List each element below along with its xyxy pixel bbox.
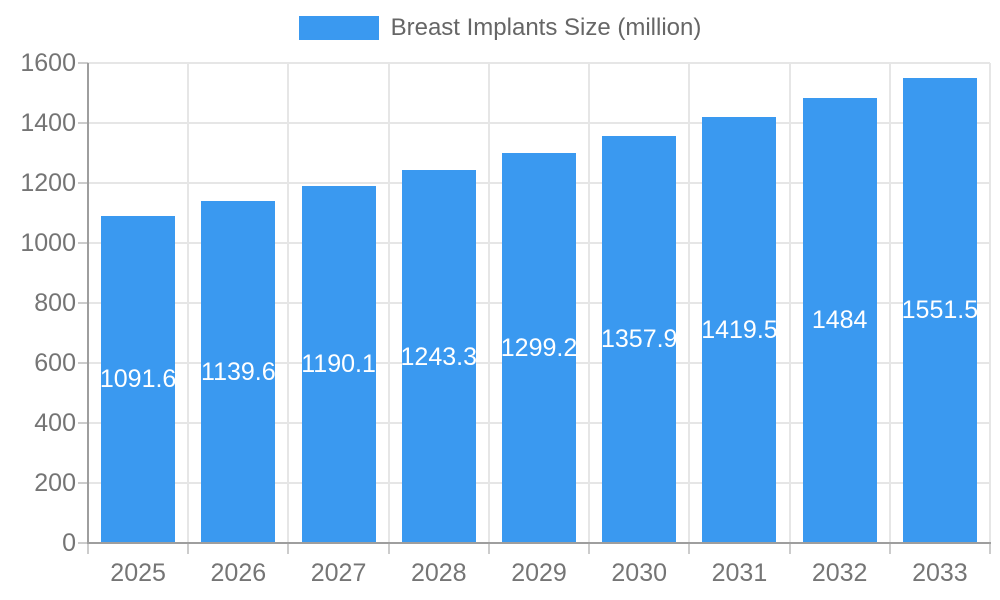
x-axis-tick-label: 2026: [210, 559, 267, 587]
y-axis-tick-label: 400: [34, 409, 76, 437]
bar-value-label: 1357.9: [600, 325, 678, 354]
y-axis-tick-label: 1600: [20, 49, 76, 77]
x-axis-tick: [87, 543, 89, 554]
y-axis-tick-label: 0: [62, 529, 76, 557]
x-axis-tick: [888, 543, 891, 554]
x-axis-tick-label: 2027: [310, 559, 367, 587]
x-axis-tick: [487, 543, 490, 554]
x-axis-tick-label: 2033: [912, 559, 968, 587]
x-axis-tick-label: 2031: [711, 559, 768, 587]
bar: [802, 97, 877, 543]
chart-legend: Breast Implants Size (million): [0, 14, 1000, 42]
x-axis-tick: [387, 543, 390, 554]
y-axis-tick: [78, 182, 88, 184]
y-axis-tick: [78, 62, 88, 64]
x-gridline: [487, 63, 490, 543]
bar: [902, 77, 977, 543]
y-axis-line: [87, 63, 89, 543]
x-gridline: [588, 63, 591, 543]
y-gridline: [88, 122, 990, 124]
y-axis-tick-label: 1000: [20, 229, 76, 257]
y-axis-tick: [78, 122, 88, 124]
y-axis-tick-label: 800: [34, 289, 76, 317]
x-axis-tick-label: 2025: [110, 559, 166, 587]
x-gridline: [688, 63, 691, 543]
bar-value-label: 1091.6: [99, 365, 177, 394]
x-axis-line: [87, 542, 991, 544]
bar: [201, 201, 276, 543]
y-axis-tick-label: 600: [34, 349, 76, 377]
x-gridline: [989, 63, 991, 543]
bar-value-label: 1299.2: [500, 334, 578, 363]
bar-value-label: 1190.1: [301, 350, 376, 379]
bar: [602, 135, 677, 543]
bar: [401, 170, 476, 543]
y-axis-tick: [78, 242, 88, 244]
x-axis-tick: [287, 543, 290, 554]
legend-color-swatch: [298, 16, 379, 40]
x-axis-tick-label: 2029: [511, 559, 567, 587]
bar: [702, 117, 777, 543]
bar-value-label: 1484: [811, 306, 868, 335]
y-axis-tick: [78, 362, 88, 364]
x-axis-tick: [187, 543, 190, 554]
bar-value-label: 1243.3: [400, 342, 477, 371]
x-axis-tick: [788, 543, 791, 554]
y-axis-tick: [78, 302, 88, 304]
x-gridline: [888, 63, 891, 543]
x-gridline: [287, 63, 290, 543]
x-axis-tick: [688, 543, 691, 554]
y-axis-tick: [78, 542, 88, 544]
x-axis-tick: [989, 543, 991, 554]
bar: [502, 153, 576, 543]
x-gridline: [387, 63, 390, 543]
bar-value-label: 1419.5: [701, 316, 778, 345]
x-axis-tick-label: 2030: [611, 559, 668, 587]
y-axis-tick: [78, 422, 88, 424]
y-gridline: [88, 62, 990, 64]
x-axis-tick-label: 2028: [410, 559, 467, 587]
bar: [101, 215, 176, 543]
bar: [301, 185, 376, 543]
x-gridline: [187, 63, 190, 543]
legend-label: Breast Implants Size (million): [390, 14, 702, 41]
y-axis-tick-label: 200: [34, 469, 76, 497]
y-axis-tick: [78, 482, 88, 484]
x-gridline: [788, 63, 791, 543]
x-axis-tick: [588, 543, 591, 554]
y-axis-tick-label: 1400: [20, 109, 76, 137]
y-axis-tick-label: 1200: [20, 169, 76, 197]
bar-value-label: 1551.5: [901, 296, 979, 325]
bar-value-label: 1139.6: [201, 358, 276, 387]
x-axis-tick-label: 2032: [811, 559, 868, 587]
